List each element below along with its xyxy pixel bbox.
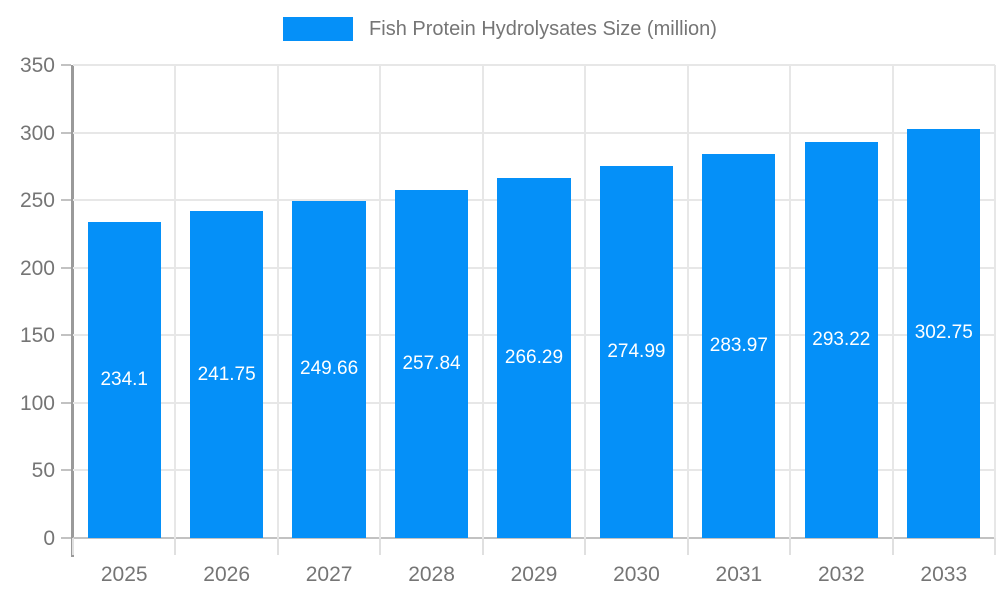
y-axis-tick bbox=[61, 199, 71, 202]
x-gridline bbox=[891, 65, 894, 538]
bar-2030: 274.99 bbox=[599, 166, 674, 538]
x-axis-label: 2026 bbox=[203, 563, 251, 586]
bar-2027: 249.66 bbox=[292, 200, 366, 538]
x-axis-tick bbox=[379, 538, 382, 555]
bar-value-label: 302.75 bbox=[914, 322, 973, 344]
x-axis-label: 2028 bbox=[408, 563, 455, 586]
y-axis-tick bbox=[61, 131, 71, 134]
y-axis-label: 100 bbox=[19, 391, 55, 415]
x-axis-label: 2031 bbox=[715, 563, 763, 586]
bar-value-label: 274.99 bbox=[607, 341, 666, 363]
y-gridline bbox=[73, 64, 995, 66]
y-gridline bbox=[73, 537, 995, 539]
y-axis-label: 350 bbox=[19, 54, 55, 77]
bar-2031: 283.97 bbox=[702, 154, 776, 538]
x-axis-label: 2033 bbox=[920, 563, 968, 586]
x-axis-tick bbox=[584, 538, 587, 555]
y-axis-tick bbox=[61, 469, 71, 472]
x-axis-label: 2030 bbox=[613, 563, 660, 586]
y-axis-label: 50 bbox=[31, 459, 55, 483]
bar-value-label: 241.75 bbox=[197, 363, 256, 385]
y-axis-tick bbox=[61, 537, 71, 539]
legend-color-swatch bbox=[283, 17, 354, 41]
x-gridline bbox=[994, 65, 996, 538]
bar-value-label: 257.84 bbox=[402, 352, 461, 374]
y-axis-tick bbox=[61, 64, 71, 66]
y-axis-label: 300 bbox=[19, 121, 55, 145]
bar-2033: 302.75 bbox=[907, 128, 981, 538]
x-gridline bbox=[481, 65, 484, 538]
y-axis-label: 150 bbox=[19, 324, 55, 348]
bar-2029: 266.29 bbox=[497, 178, 571, 538]
x-axis-tick bbox=[891, 538, 894, 555]
x-axis-label: 2032 bbox=[817, 563, 865, 586]
bar-2028: 257.84 bbox=[394, 189, 469, 538]
y-axis-tick bbox=[61, 401, 71, 404]
bar-2032: 293.22 bbox=[804, 141, 878, 538]
x-axis-label: 2029 bbox=[510, 563, 558, 586]
x-axis-tick bbox=[686, 538, 689, 555]
chart-legend-item[interactable]: Fish Protein Hydrolysates Size (million) bbox=[0, 17, 1000, 41]
x-gridline bbox=[174, 65, 177, 538]
x-gridline bbox=[686, 65, 689, 538]
y-axis-tick bbox=[61, 334, 71, 337]
legend-label: Fish Protein Hydrolysates Size (million) bbox=[369, 18, 717, 40]
x-axis-tick bbox=[72, 538, 74, 555]
x-axis-tick bbox=[994, 538, 996, 555]
x-axis-label: 2025 bbox=[100, 563, 148, 586]
x-gridline bbox=[379, 65, 382, 538]
bar-value-label: 283.97 bbox=[709, 335, 768, 357]
x-axis-label: 2027 bbox=[305, 563, 353, 586]
y-axis-tick bbox=[61, 266, 71, 269]
plot-area: 234.1 241.75 249.66 257.84 266.29 274.99 283.9… bbox=[73, 64, 996, 539]
bar-value-label: 293.22 bbox=[812, 328, 871, 350]
bar-value-label: 234.1 bbox=[100, 368, 148, 390]
x-axis-tick bbox=[174, 538, 177, 555]
bar-2026: 241.75 bbox=[190, 211, 264, 538]
y-axis-label: 250 bbox=[19, 189, 55, 213]
y-axis-label: 200 bbox=[19, 256, 55, 280]
bar-value-label: 266.29 bbox=[504, 347, 564, 369]
x-gridline bbox=[584, 65, 587, 538]
x-axis-tick bbox=[481, 538, 484, 555]
bar-value-label: 249.66 bbox=[300, 358, 359, 380]
x-axis-tick bbox=[789, 538, 792, 555]
x-gridline bbox=[276, 65, 279, 538]
x-gridline bbox=[789, 65, 792, 538]
y-gridline bbox=[73, 131, 995, 134]
x-axis-tick bbox=[276, 538, 279, 555]
bar-2025: 234.1 bbox=[87, 221, 161, 538]
y-axis-label: 0 bbox=[43, 527, 55, 550]
y-axis-line bbox=[71, 65, 74, 557]
